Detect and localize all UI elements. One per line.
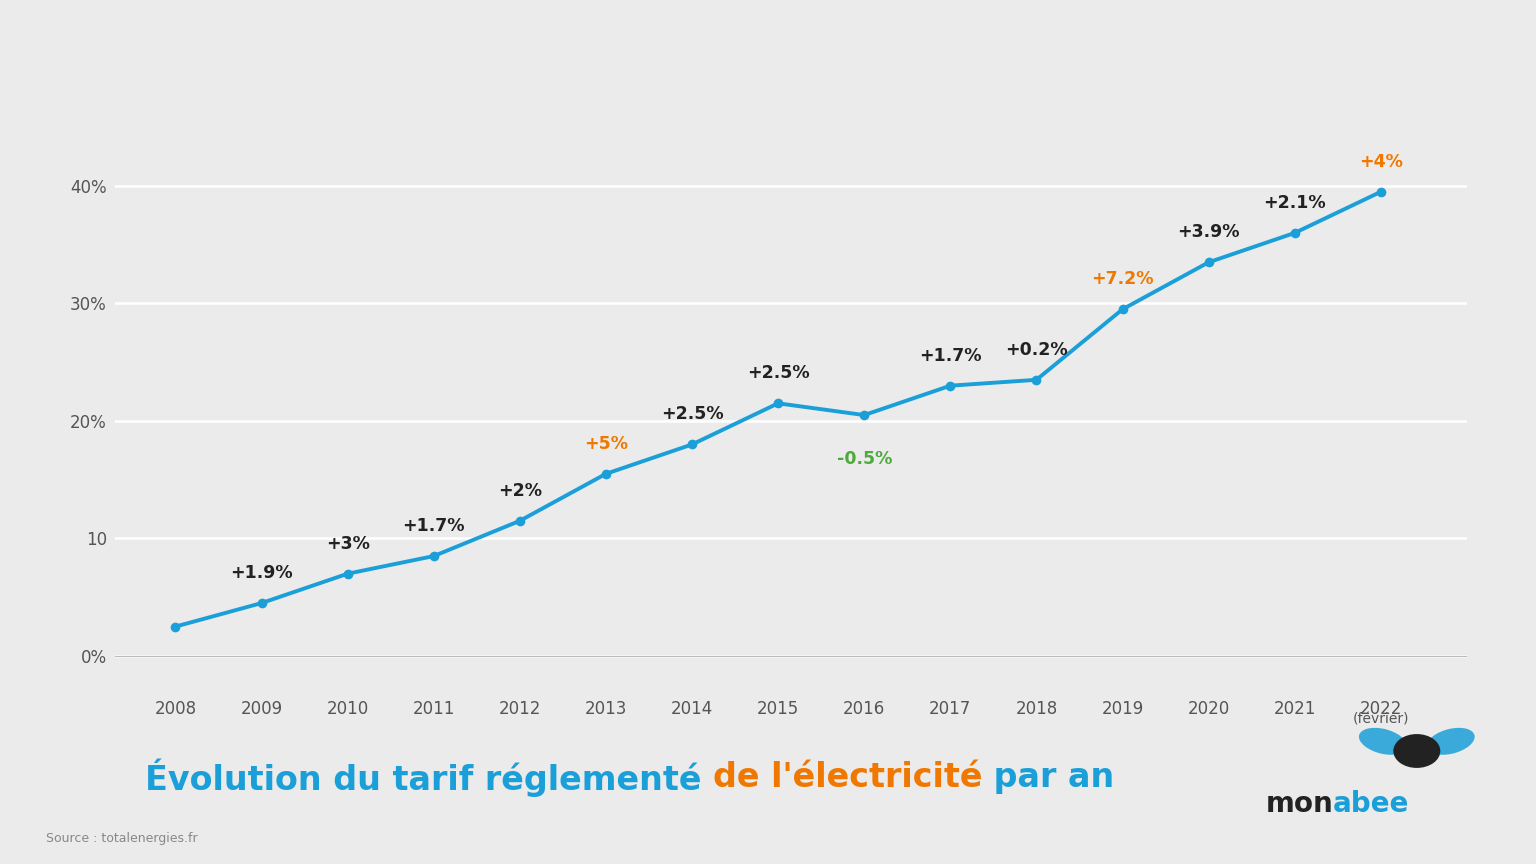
- Text: +2.1%: +2.1%: [1264, 194, 1326, 212]
- Text: +0.2%: +0.2%: [1005, 340, 1068, 359]
- Text: (février): (février): [1353, 712, 1409, 727]
- Text: +2.5%: +2.5%: [660, 405, 723, 423]
- Text: +3.9%: +3.9%: [1178, 223, 1240, 241]
- Text: +5%: +5%: [584, 435, 628, 453]
- Ellipse shape: [1359, 727, 1407, 755]
- Text: mon: mon: [1266, 791, 1333, 818]
- Text: abee: abee: [1333, 791, 1410, 818]
- Text: Source : totalenergies.fr: Source : totalenergies.fr: [46, 832, 198, 845]
- Text: +1.9%: +1.9%: [230, 564, 293, 582]
- Text: de l'électricité: de l'électricité: [713, 761, 983, 794]
- Text: Évolution du tarif réglementé: Évolution du tarif réglementé: [144, 759, 713, 797]
- Text: par an: par an: [983, 761, 1115, 794]
- Ellipse shape: [1393, 734, 1441, 768]
- Text: +1.7%: +1.7%: [402, 517, 465, 535]
- Text: +1.7%: +1.7%: [919, 346, 982, 365]
- Text: +3%: +3%: [326, 535, 370, 553]
- Text: +2%: +2%: [498, 481, 542, 499]
- Text: +7.2%: +7.2%: [1091, 270, 1154, 289]
- Text: +4%: +4%: [1359, 153, 1402, 171]
- Ellipse shape: [1427, 727, 1475, 755]
- Text: +2.5%: +2.5%: [746, 364, 809, 382]
- Text: -0.5%: -0.5%: [837, 450, 892, 468]
